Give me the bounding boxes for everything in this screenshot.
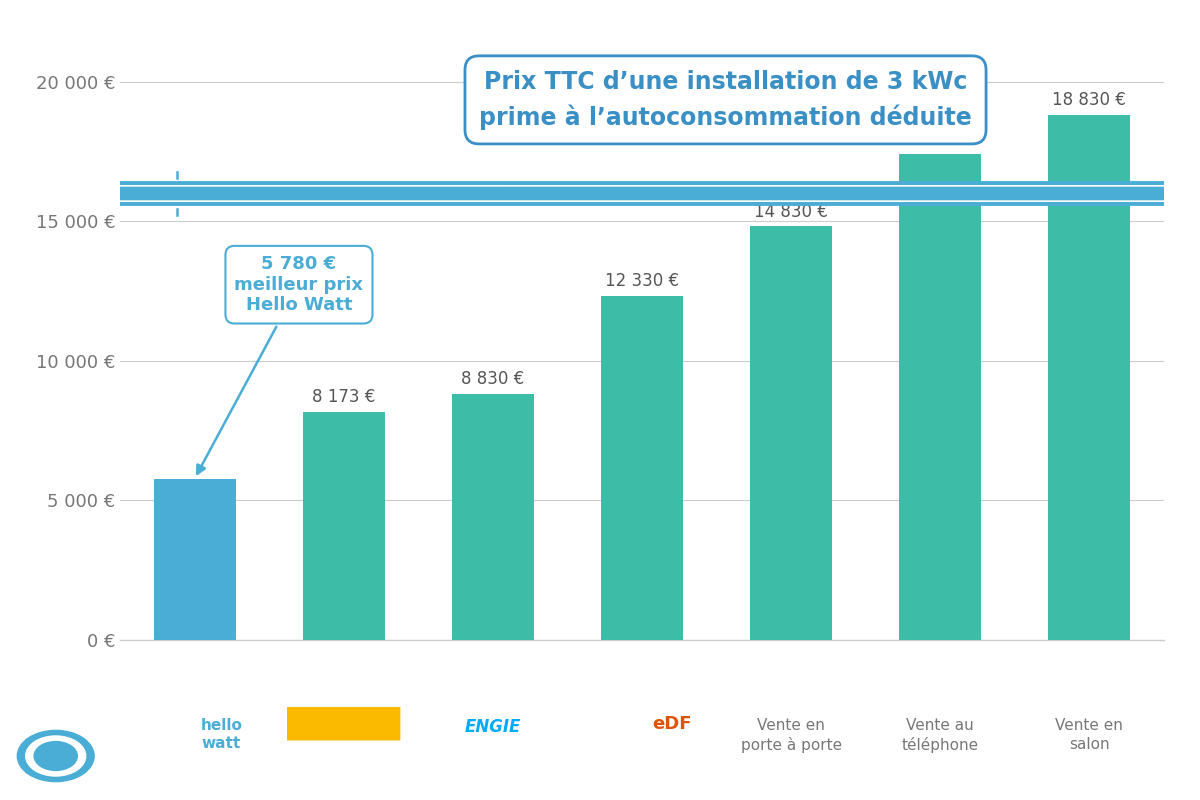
Text: 17 430 €: 17 430 € [904, 130, 977, 148]
Text: Vente en
salon: Vente en salon [1056, 718, 1123, 752]
Text: 5 780 €
meilleur prix
Hello Watt: 5 780 € meilleur prix Hello Watt [197, 255, 364, 474]
Text: 18 830 €: 18 830 € [1052, 91, 1127, 109]
Bar [154, 478, 235, 640]
Text: IKEA®: IKEA® [317, 716, 371, 731]
Bar [899, 154, 982, 640]
Bar [1049, 114, 1130, 640]
Bar [601, 296, 683, 640]
Text: eDF: eDF [652, 715, 691, 734]
Bar [750, 226, 832, 640]
Circle shape [0, 182, 1200, 206]
Text: 8 830 €: 8 830 € [461, 370, 524, 388]
Bar [452, 394, 534, 640]
Circle shape [0, 186, 1200, 202]
Text: Vente en
porte à porte: Vente en porte à porte [740, 718, 841, 753]
Text: 14 830 €: 14 830 € [755, 202, 828, 221]
Text: Vente au
téléphone: Vente au téléphone [901, 718, 979, 753]
FancyBboxPatch shape [287, 707, 401, 741]
Text: 12 330 €: 12 330 € [605, 272, 679, 290]
Text: 8 173 €: 8 173 € [312, 388, 376, 406]
Circle shape [0, 187, 1200, 200]
Text: ENGIE: ENGIE [464, 718, 521, 736]
Text: Prix TTC d’une installation de 3 kWc
prime à l’autoconsommation déduite: Prix TTC d’une installation de 3 kWc pri… [479, 70, 972, 130]
Text: hello
watt: hello watt [200, 718, 242, 750]
Bar [302, 412, 385, 640]
